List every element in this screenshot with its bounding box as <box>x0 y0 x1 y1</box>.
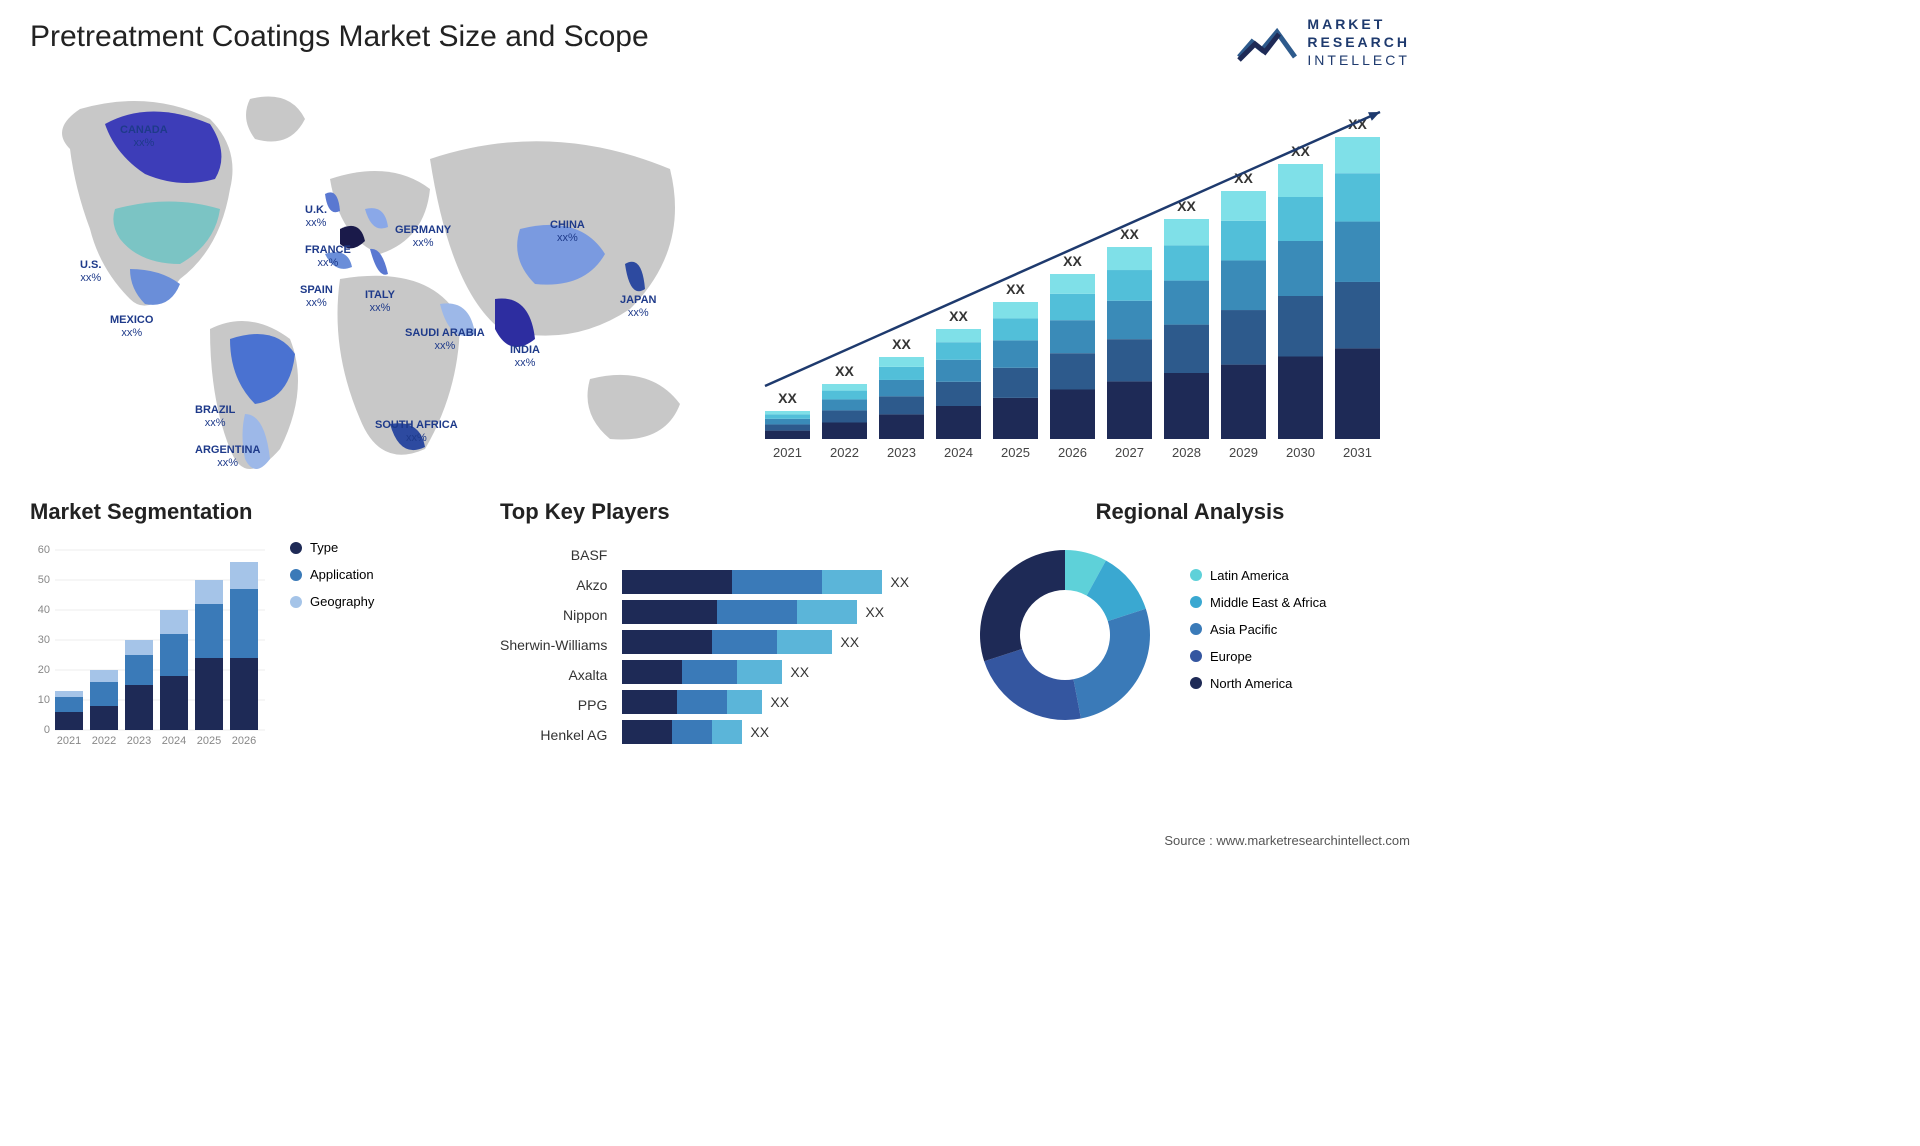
svg-text:2027: 2027 <box>1115 445 1144 460</box>
player-bar-row: XX <box>622 630 940 654</box>
legend-item: Application <box>290 567 374 582</box>
svg-text:XX: XX <box>1006 281 1025 297</box>
country-label: U.S.xx% <box>80 259 101 285</box>
svg-text:0: 0 <box>44 724 50 736</box>
svg-text:2030: 2030 <box>1286 445 1315 460</box>
player-bar-row: XX <box>622 690 940 714</box>
svg-text:2023: 2023 <box>127 735 151 747</box>
svg-text:20: 20 <box>38 664 50 676</box>
player-bar-row: XX <box>622 570 940 594</box>
svg-text:XX: XX <box>1063 253 1082 269</box>
brand-logo: MARKET RESEARCH INTELLECT <box>1237 15 1410 70</box>
player-bars: XX XX XX XX XX XX <box>622 540 940 750</box>
svg-text:XX: XX <box>1120 226 1139 242</box>
player-name: BASF <box>500 540 607 570</box>
country-label: INDIAxx% <box>510 344 540 370</box>
svg-text:10: 10 <box>38 694 50 706</box>
svg-text:XX: XX <box>949 308 968 324</box>
donut-chart <box>970 540 1160 730</box>
logo-icon <box>1237 22 1297 62</box>
svg-text:60: 60 <box>38 544 50 556</box>
page-title: Pretreatment Coatings Market Size and Sc… <box>30 20 1410 54</box>
legend-item: Geography <box>290 594 374 609</box>
logo-line1: MARKET <box>1307 15 1410 33</box>
svg-text:2022: 2022 <box>830 445 859 460</box>
world-map-block: CANADAxx% U.S.xx% MEXICOxx% BRAZILxx% ARGENT… <box>30 69 710 469</box>
svg-text:XX: XX <box>892 336 911 352</box>
player-bar-row: XX <box>622 600 940 624</box>
country-label: ARGENTINAxx% <box>195 444 260 470</box>
svg-text:2031: 2031 <box>1343 445 1372 460</box>
svg-text:2025: 2025 <box>1001 445 1030 460</box>
svg-text:2028: 2028 <box>1172 445 1201 460</box>
player-name: PPG <box>500 690 607 720</box>
country-label: ITALYxx% <box>365 289 395 315</box>
region-legend-item: Latin America <box>1190 568 1326 583</box>
svg-text:2025: 2025 <box>197 735 221 747</box>
svg-text:2024: 2024 <box>162 735 186 747</box>
segmentation-title: Market Segmentation <box>30 499 470 525</box>
player-names: BASFAkzoNipponSherwin-WilliamsAxaltaPPGH… <box>500 540 607 750</box>
main-bar-chart: XX 2021 XX 2022 XX 2023 XX 2024 XX 2025 XX 2026 XX 20… <box>750 69 1410 469</box>
country-label: MEXICOxx% <box>110 314 153 340</box>
svg-text:50: 50 <box>38 574 50 586</box>
player-name: Henkel AG <box>500 720 607 750</box>
legend-item: Type <box>290 540 374 555</box>
country-label: SAUDI ARABIAxx% <box>405 327 485 353</box>
svg-text:2024: 2024 <box>944 445 973 460</box>
country-label: CANADAxx% <box>120 124 168 150</box>
region-legend-item: Europe <box>1190 649 1326 664</box>
country-label: SPAINxx% <box>300 284 333 310</box>
player-name: Sherwin-Williams <box>500 630 607 660</box>
svg-text:30: 30 <box>38 634 50 646</box>
regional-title: Regional Analysis <box>970 499 1410 525</box>
country-label: FRANCExx% <box>305 244 351 270</box>
svg-text:XX: XX <box>778 390 797 406</box>
logo-line3: INTELLECT <box>1307 51 1410 69</box>
regional-panel: Regional Analysis Latin America Middle Ea… <box>970 499 1410 779</box>
player-name: Axalta <box>500 660 607 690</box>
segmentation-panel: Market Segmentation 0 10 20 30 40 50 60 2021 202… <box>30 499 470 779</box>
players-title: Top Key Players <box>500 499 940 525</box>
country-label: JAPANxx% <box>620 294 656 320</box>
segmentation-chart: 0 10 20 30 40 50 60 2021 2022 2023 2024 2025 2026 <box>30 540 270 750</box>
region-legend-item: Middle East & Africa <box>1190 595 1326 610</box>
player-name: Akzo <box>500 570 607 600</box>
country-label: GERMANYxx% <box>395 224 451 250</box>
player-bar-row: XX <box>622 660 940 684</box>
player-bar-row: XX <box>622 720 940 744</box>
svg-text:2026: 2026 <box>1058 445 1087 460</box>
svg-text:40: 40 <box>38 604 50 616</box>
svg-text:2029: 2029 <box>1229 445 1258 460</box>
country-label: SOUTH AFRICAxx% <box>375 419 458 445</box>
player-name: Nippon <box>500 600 607 630</box>
region-legend-item: Asia Pacific <box>1190 622 1326 637</box>
svg-text:2021: 2021 <box>773 445 802 460</box>
region-legend-item: North America <box>1190 676 1326 691</box>
country-label: CHINAxx% <box>550 219 585 245</box>
country-label: U.K.xx% <box>305 204 327 230</box>
svg-text:2022: 2022 <box>92 735 116 747</box>
players-panel: Top Key Players BASFAkzoNipponSherwin-Wi… <box>500 499 940 779</box>
logo-line2: RESEARCH <box>1307 33 1410 51</box>
source-attribution: Source : www.marketresearchintellect.com <box>1164 833 1410 848</box>
svg-text:XX: XX <box>835 363 854 379</box>
country-label: BRAZILxx% <box>195 404 235 430</box>
svg-text:2023: 2023 <box>887 445 916 460</box>
svg-text:2021: 2021 <box>57 735 81 747</box>
svg-text:2026: 2026 <box>232 735 256 747</box>
donut-legend: Latin America Middle East & Africa Asia Pa… <box>1190 568 1326 703</box>
segmentation-legend: Type Application Geography <box>290 540 374 621</box>
